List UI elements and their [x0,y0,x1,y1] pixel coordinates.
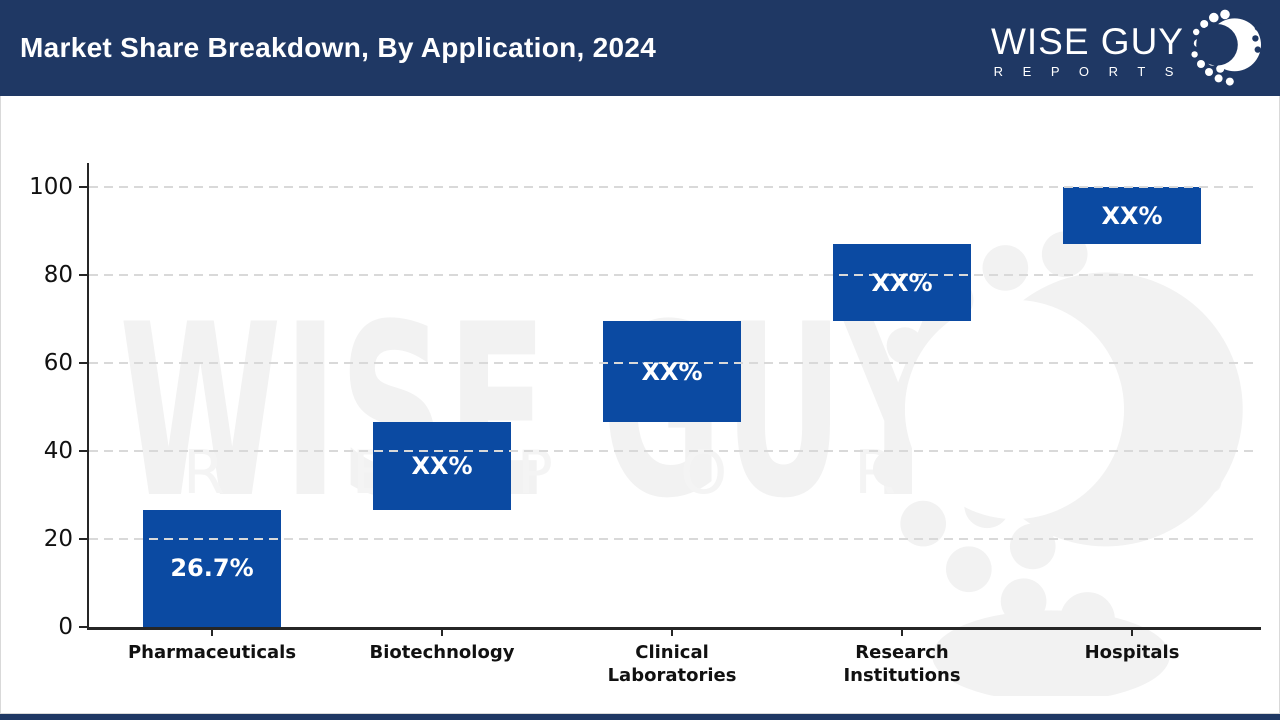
chart-area: WISE GUY R E P O R T S [0,96,1280,714]
x-tick-mark [1131,630,1133,636]
brand-logo: WISE GUY R E P O R T S [990,8,1263,92]
y-tick-mark [79,538,87,540]
bar [373,421,511,510]
x-axis-category-label: Research Institutions [843,642,961,686]
x-tick-mark [671,630,673,636]
grid-line [89,362,1259,364]
brand-subname: R E P O R T S [993,63,1182,79]
grid-line [89,274,1259,276]
footer-bar [0,714,1280,720]
page-title: Market Share Breakdown, By Application, … [20,32,657,63]
y-axis-line [87,163,89,630]
bar-value-label: XX% [411,451,473,480]
y-axis-tick-label: 80 [43,262,73,288]
x-tick-mark [211,630,213,636]
brand-name: WISE GUY [990,20,1184,62]
y-axis-tick-label: 100 [29,174,73,200]
grid-line [89,450,1259,452]
x-axis-category-label: Hospitals [1084,642,1180,663]
y-axis-tick-label: 20 [43,526,73,552]
bar-value-label: XX% [871,268,933,297]
y-axis-tick-label: 40 [43,438,73,464]
watermark-text-1: WISE GUY [119,274,953,551]
x-axis-category-label: Clinical Laboratories [607,642,737,686]
bar [603,321,741,422]
header-bar: Market Share Breakdown, By Application, … [0,0,1280,96]
logo-face-icon [1188,8,1263,92]
grid-line [89,186,1259,188]
y-axis-tick-label: 60 [43,350,73,376]
y-tick-mark [79,274,87,276]
plot-region: 0 20 40 60 80 100 26.7% XX% XX% XX% XX% Pharmaceuti… [29,163,1259,686]
plot-layer: 0 20 40 60 80 100 26.7% XX% XX% XX% XX% Pharmaceuti… [1,96,1279,713]
bar [1063,187,1201,245]
y-tick-mark [79,450,87,452]
y-tick-mark [79,362,87,364]
bar-value-label: XX% [1101,201,1163,230]
y-axis-tick-label: 0 [58,614,73,640]
x-tick-mark [441,630,443,636]
brand-logo-text: WISE GUY R E P O R T S [990,20,1184,79]
y-tick-mark [79,626,87,628]
x-axis-category-label: Pharmaceuticals [127,642,297,663]
bar [143,509,281,627]
y-tick-mark [79,186,87,188]
bar-value-label: XX% [641,357,703,386]
x-tick-mark [901,630,903,636]
bar-value-label: 26.7% [170,554,254,583]
x-axis-line [87,627,1261,630]
x-axis-category-label: Biotechnology [369,642,515,663]
grid-line [89,538,1259,540]
bar [833,244,971,322]
